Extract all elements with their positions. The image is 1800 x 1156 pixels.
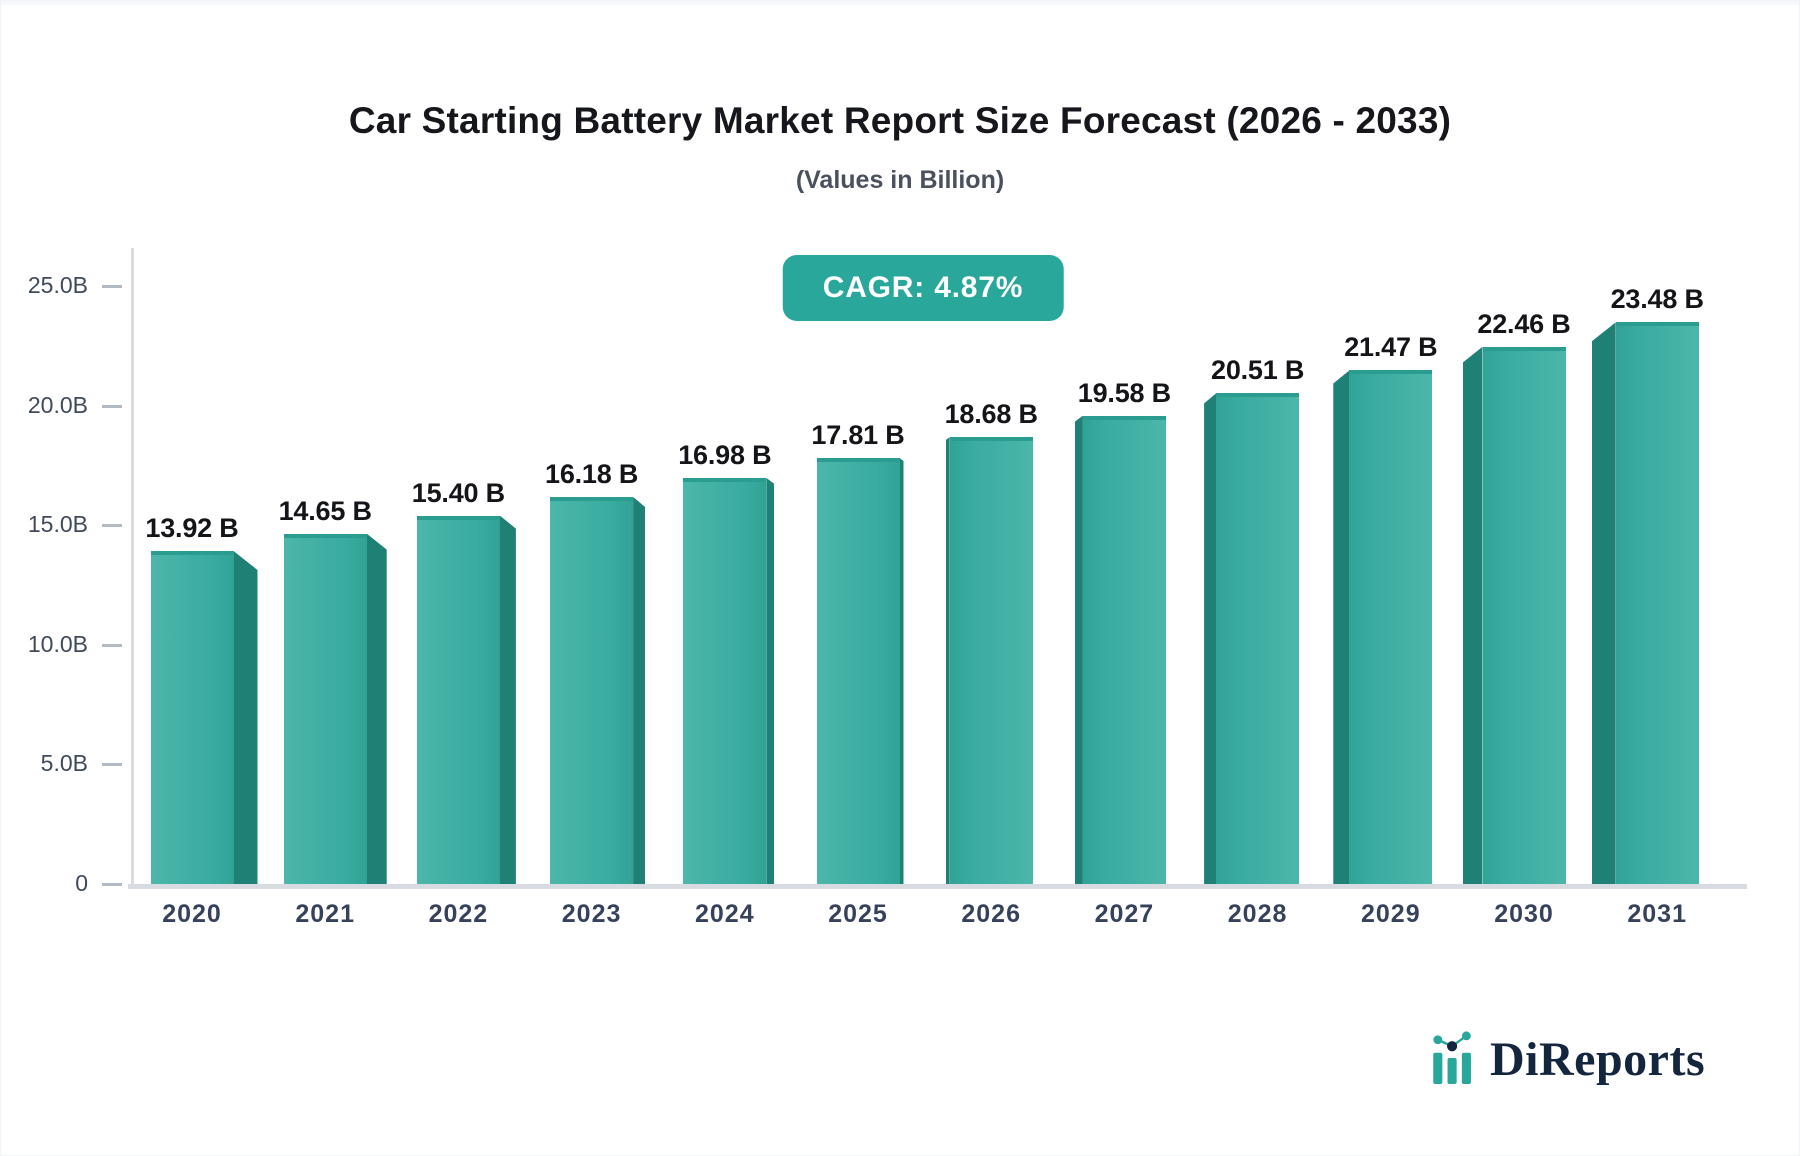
y-axis-tick-label: 15.0B [27,511,88,538]
bar-side-face [1591,322,1616,884]
bar-value-label: 22.46 B [1477,308,1571,339]
y-axis-tick-label: 10.0B [27,630,88,657]
bar-front-face [683,477,767,884]
x-axis-label: 2026 [961,900,1021,928]
y-axis-tick-label: 20.0B [27,391,88,418]
bar-front-face [416,515,500,884]
bar-side-face [766,477,775,884]
bar-front-face [1482,346,1566,884]
bar-2031 [1591,322,1699,884]
x-axis-label: 2031 [1627,900,1687,928]
bar-side-face [499,515,516,884]
bar-side-face [366,533,387,884]
y-axis-tick-label: 0 [75,870,88,896]
bar-2023 [550,496,646,884]
x-axis-label: 2024 [694,900,755,928]
y-axis-tick [102,524,122,528]
bar-top-edge [1482,346,1566,351]
bar-top-edge [816,457,900,462]
bar-value-label: 17.81 B [811,419,905,450]
bar-front-face [283,533,367,884]
bar-front-face [550,496,634,884]
bar-2026 [945,437,1033,884]
bar-value-label: 19.58 B [1077,377,1171,408]
bar-side-face [945,437,950,884]
bar-side-face [899,457,904,884]
bar-front-face [1216,393,1300,884]
bar-top-edge [1349,370,1433,375]
x-axis-label: 2023 [561,900,622,928]
bar-value-label: 15.40 B [411,477,505,508]
bar-value-label: 16.98 B [678,439,772,470]
bar-side-face [1333,370,1350,884]
x-axis-label: 2020 [162,900,222,928]
bar-top-edge [416,515,500,520]
y-axis-tick [102,404,122,408]
bar-value-label: 20.51 B [1211,355,1305,386]
bar-top-edge [1216,393,1300,398]
x-axis-label: 2022 [428,900,489,928]
logo-text: DiReports [1490,1033,1706,1086]
page-subtitle: (Values in Billion) [795,166,1005,194]
bar-2029 [1333,370,1433,884]
bar-value-label: 16.18 B [545,458,639,489]
x-axis-label: 2027 [1094,900,1155,928]
bar-side-face [1462,346,1483,884]
x-axis-label: 2021 [295,900,355,928]
bar-front-face [150,551,234,884]
bar-side-face [1204,393,1217,884]
bar-2028 [1204,393,1300,884]
bar-top-edge [150,551,234,556]
bar-side-face [633,496,646,884]
bar-2030 [1462,346,1566,884]
y-axis-tick-label: 5.0B [40,750,88,777]
bar-top-edge [1082,415,1166,420]
page-title: Car Starting Battery Market Report Size … [348,100,1452,141]
bar-front-face [816,457,900,884]
y-axis-tick [102,643,122,647]
bar-top-edge [1615,322,1699,327]
bar-side-face [233,551,258,884]
y-axis-tick [102,763,122,767]
bar-side-face [1074,415,1083,884]
y-axis-tick [102,285,122,288]
bar-front-face [1349,370,1433,884]
bar-top-edge [550,496,634,501]
bar-front-face [949,437,1033,884]
bar-2021 [283,533,387,884]
bar-2027 [1074,415,1166,884]
x-axis-line [128,884,1747,889]
bar-value-label: 21.47 B [1344,332,1438,363]
x-axis-label: 2025 [828,900,888,928]
x-axis-label: 2029 [1360,900,1421,928]
bar-value-label: 23.48 B [1610,284,1704,315]
bar-value-label: 18.68 B [944,399,1038,430]
bar-top-edge [683,477,767,482]
bar-2025 [816,457,904,884]
bar-top-edge [283,533,367,538]
bar-2020 [150,551,258,884]
bar-2022 [416,515,516,884]
y-axis-tick-label: 25.0B [27,272,88,298]
bar-value-label: 14.65 B [278,495,372,526]
bar-top-edge [949,437,1033,442]
bar-front-face [1082,415,1166,884]
cagr-badge: CAGR: 4.87% [782,255,1064,321]
bar-value-label: 13.92 B [145,513,239,544]
bar-line-chart-icon [1433,1031,1471,1084]
bar-front-face [1615,322,1699,884]
direports-logo[interactable]: DiReports [1430,1028,1705,1084]
bar-2024 [683,477,775,884]
x-axis-label: 2028 [1227,900,1288,928]
y-axis-line [131,248,134,888]
y-axis-tick [102,883,122,886]
x-axis-label: 2030 [1494,900,1554,928]
